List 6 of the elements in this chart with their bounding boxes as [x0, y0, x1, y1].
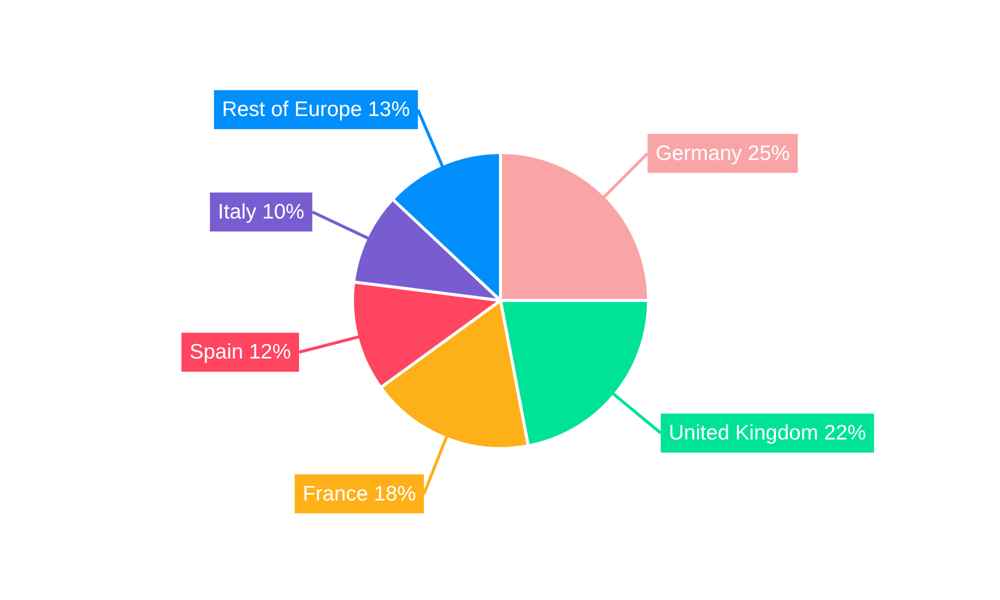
- slice-label: Germany 25%: [656, 142, 790, 165]
- slice-label: France 18%: [302, 482, 416, 506]
- slice-label: Italy 10%: [218, 200, 304, 224]
- slice-label: Spain 12%: [189, 340, 292, 364]
- slice-label: Rest of Europe 13%: [222, 98, 410, 122]
- slice-label: United Kingdom 22%: [668, 422, 866, 445]
